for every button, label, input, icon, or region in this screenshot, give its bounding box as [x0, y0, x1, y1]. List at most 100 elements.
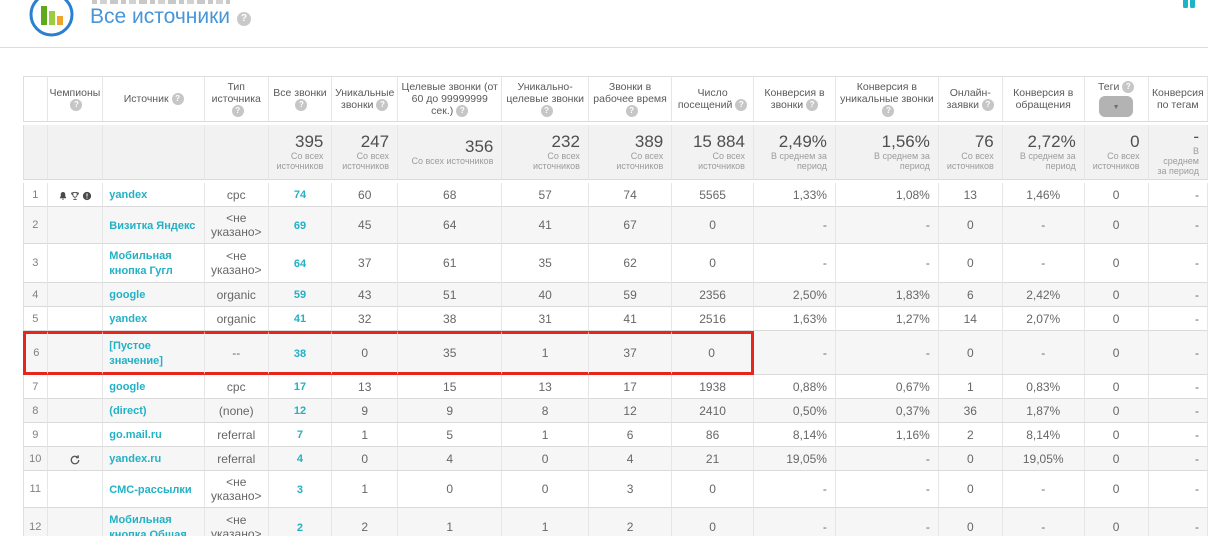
cell-visits: 2356: [672, 283, 754, 308]
cell-source: [Пустое значение]: [103, 331, 205, 376]
cell-online_leads: 13: [938, 183, 1003, 208]
cell-tags: 0: [1084, 244, 1149, 284]
cell-tags: 0: [1084, 207, 1149, 245]
champions-cell: [47, 244, 104, 284]
cell-source: google: [103, 283, 205, 308]
help-icon[interactable]: [295, 99, 308, 112]
all-calls-link[interactable]: 59: [293, 289, 307, 302]
column-label: Конверсия по тегам: [1151, 87, 1204, 112]
cell-all_calls: 3: [268, 471, 333, 509]
source-link[interactable]: yandex: [109, 189, 148, 202]
cell-target_calls: 61: [398, 244, 503, 284]
cell-conv_appeals: -: [1002, 207, 1085, 245]
help-icon[interactable]: [1122, 81, 1135, 94]
source-link[interactable]: СМС-рассылки: [109, 483, 192, 496]
help-icon[interactable]: [237, 11, 252, 26]
source-link[interactable]: [Пустое значение]: [109, 340, 163, 368]
source-link[interactable]: Мобильная кнопка Гугл: [109, 250, 173, 278]
column-label: Конверсия в звонки: [764, 87, 825, 111]
champions-cell: [47, 283, 104, 308]
cell-conv_unique_calls: 1,83%: [835, 283, 939, 308]
all-calls-link[interactable]: 69: [293, 219, 307, 232]
chevron-down-icon: [1113, 100, 1120, 114]
summary-value: 76: [974, 132, 994, 152]
champions-cell: [47, 307, 104, 332]
cell-tags: 0: [1084, 471, 1149, 509]
cropped-caption: [92, 0, 230, 4]
cell-all_calls: 17: [268, 375, 333, 400]
source-link[interactable]: go.mail.ru: [109, 429, 162, 442]
column-label: Чемпионы: [49, 87, 101, 99]
cell-conv_appeals: 19,05%: [1002, 447, 1085, 472]
summary-sublabel: Со всех источников: [946, 151, 994, 172]
source-link[interactable]: yandex.ru: [109, 453, 162, 466]
cell-conv_unique_calls: 0,67%: [835, 375, 939, 400]
summary-source_type: [204, 125, 269, 181]
cell-work_time_calls: 74: [588, 183, 673, 208]
help-icon[interactable]: [625, 105, 638, 118]
summary-target_calls: 356 Со всех источников: [398, 125, 503, 181]
trophy-icon: [70, 191, 80, 201]
help-icon[interactable]: [882, 105, 895, 118]
all-calls-link[interactable]: 2: [296, 521, 304, 534]
source-link[interactable]: yandex: [109, 313, 148, 326]
source-link[interactable]: google: [109, 289, 146, 302]
help-icon[interactable]: [231, 105, 244, 118]
cell-unique_calls: 2: [332, 508, 399, 536]
table-row: 2 Визитка Яндекс <не указано> 69 45 64 41 67 0- -…: [23, 207, 1208, 245]
tags-filter-button[interactable]: [1099, 96, 1134, 118]
all-calls-link[interactable]: 12: [293, 405, 307, 418]
column-header-unique_target_calls: Уникально-целевые звонки: [502, 76, 589, 123]
summary-conv_calls: 2,49% В среднем за период: [753, 125, 836, 181]
cell-work_time_calls: 6: [588, 423, 673, 448]
title-block: Все источники: [90, 0, 252, 29]
source-link[interactable]: google: [109, 381, 146, 394]
corner-widget-icon[interactable]: [1182, 0, 1196, 9]
help-icon[interactable]: [70, 99, 83, 112]
cell-all_calls: 7: [268, 423, 333, 448]
source-link[interactable]: Мобильная кнопка Общая: [109, 514, 187, 536]
row-number: 12: [23, 508, 48, 536]
column-header-conv_appeals: Конверсия в обращения: [1002, 76, 1085, 123]
cell-tags: 0: [1084, 283, 1149, 308]
help-icon[interactable]: [171, 93, 184, 106]
summary-num: [23, 125, 48, 181]
summary-conv_appeals: 2,72% В среднем за период: [1002, 125, 1085, 181]
cell-all_calls: 64: [268, 244, 333, 284]
all-calls-link[interactable]: 4: [296, 453, 304, 466]
cell-conv_unique_calls: 0,37%: [835, 399, 939, 424]
row-number: 5: [23, 307, 48, 332]
cell-source_type: referral: [204, 423, 269, 448]
all-calls-link[interactable]: 64: [293, 257, 307, 270]
summary-all_calls: 395 Со всех источников: [268, 125, 333, 181]
all-calls-link[interactable]: 3: [296, 483, 304, 496]
source-link[interactable]: Визитка Яндекс: [109, 219, 196, 232]
cell-visits: 5565: [672, 183, 754, 208]
cell-conv_unique_calls: -: [835, 471, 939, 509]
cell-conv_tags: -: [1148, 423, 1208, 448]
cell-work_time_calls: 37: [588, 331, 673, 376]
help-icon[interactable]: [735, 99, 748, 112]
all-calls-link[interactable]: 7: [296, 429, 304, 442]
help-icon[interactable]: [981, 99, 994, 112]
cell-conv_unique_calls: -: [835, 331, 939, 376]
all-calls-link[interactable]: 17: [293, 381, 307, 394]
row-number: 10: [23, 447, 48, 472]
champions-cell: [47, 331, 104, 376]
help-icon[interactable]: [540, 105, 553, 118]
help-icon[interactable]: [376, 99, 389, 112]
all-calls-link[interactable]: 41: [293, 313, 307, 326]
cell-target_calls: 15: [398, 375, 503, 400]
cell-unique_calls: 0: [332, 447, 399, 472]
table-row: 10 yandex.ru referral 4 0 4 0 4 21 19,05% -0 19,05%…: [23, 447, 1208, 472]
help-icon[interactable]: [806, 99, 819, 112]
all-calls-link[interactable]: 74: [293, 189, 307, 202]
help-icon[interactable]: [456, 105, 469, 118]
cell-visits: 0: [672, 244, 754, 284]
cell-unique_calls: 37: [332, 244, 399, 284]
cell-online_leads: 0: [938, 471, 1003, 509]
row-number: 4: [23, 283, 48, 308]
all-calls-link[interactable]: 38: [293, 347, 307, 360]
source-link[interactable]: (direct): [109, 405, 147, 418]
cell-source_type: cpc: [204, 183, 269, 208]
